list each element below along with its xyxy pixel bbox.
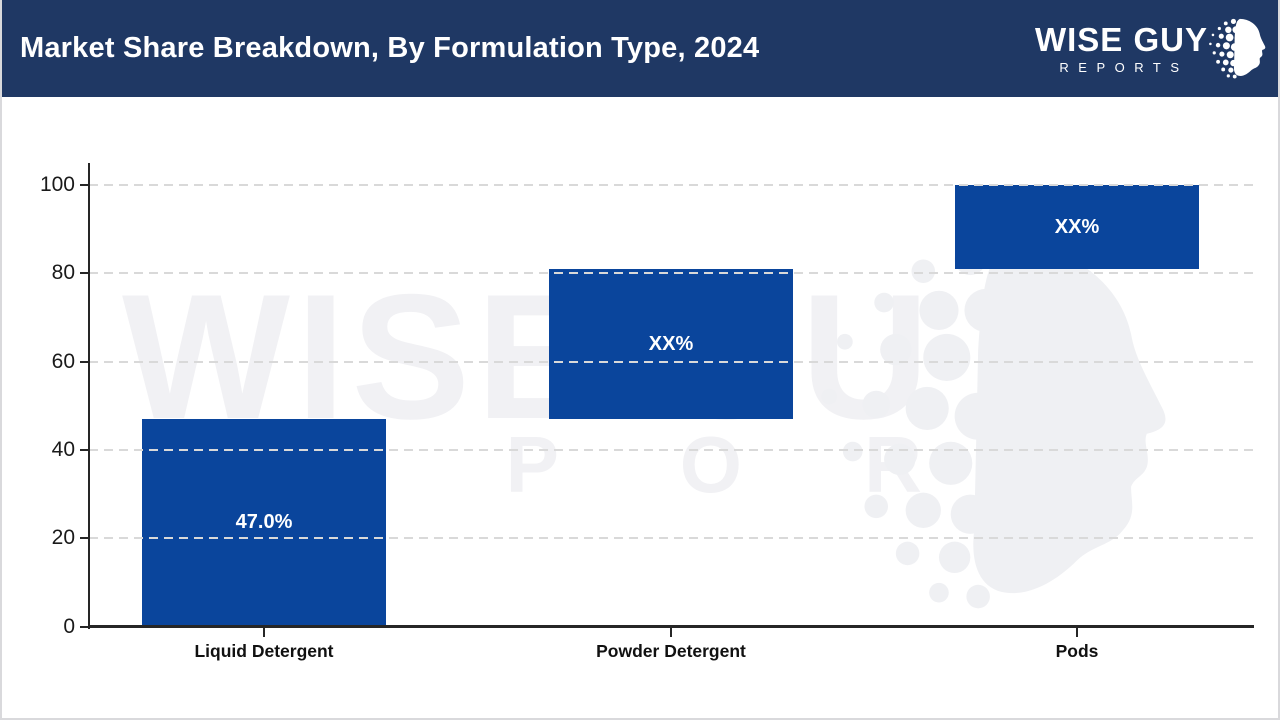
bar-pods: XX%: [955, 185, 1199, 270]
y-tick-mark: [80, 448, 89, 451]
y-axis-line: [88, 163, 90, 629]
x-tick-mark: [263, 627, 265, 637]
watermark-text-line1: WISE GU: [122, 257, 936, 456]
page-title: Market Share Breakdown, By Formulation T…: [20, 32, 760, 64]
brand-logo: WISE GUY REPORTS: [1035, 0, 1268, 97]
bar-powder-detergent: XX%: [549, 269, 793, 420]
y-tick-label-60: 60: [51, 349, 75, 373]
x-axis-label-powder-detergent: Powder Detergent: [596, 641, 746, 661]
y-tick-mark: [80, 537, 89, 540]
y-tick-mark: [80, 625, 89, 628]
bar-value-label-powder-detergent: XX%: [648, 332, 694, 355]
x-axis-label-pods: Pods: [1055, 641, 1099, 661]
y-tick-mark: [80, 360, 89, 363]
bar-value-label-liquid-detergent: 47.0%: [235, 511, 293, 534]
x-axis-label-liquid-detergent: Liquid Detergent: [194, 641, 334, 661]
x-tick-mark: [1076, 627, 1078, 637]
x-tick-mark: [670, 627, 672, 637]
bar-liquid-detergent: 47.0%: [142, 419, 386, 627]
x-axis-line: [88, 625, 1254, 628]
y-tick-mark: [80, 184, 89, 187]
y-tick-label-100: 100: [39, 173, 75, 197]
brand-text: WISE GUY REPORTS: [1035, 23, 1208, 75]
y-tick-label-0: 0: [63, 614, 75, 638]
y-tick-label-40: 40: [51, 437, 75, 461]
y-tick-label-20: 20: [51, 526, 75, 550]
wiseguy-head-icon: [1204, 8, 1268, 90]
bar-value-label-pods: XX%: [1054, 215, 1100, 238]
brand-tagline: REPORTS: [1059, 59, 1189, 75]
header: Market Share Breakdown, By Formulation T…: [0, 0, 1280, 97]
brand-name: WISE GUY: [1034, 20, 1208, 58]
y-tick-label-80: 80: [51, 261, 75, 285]
y-tick-mark: [80, 272, 89, 275]
